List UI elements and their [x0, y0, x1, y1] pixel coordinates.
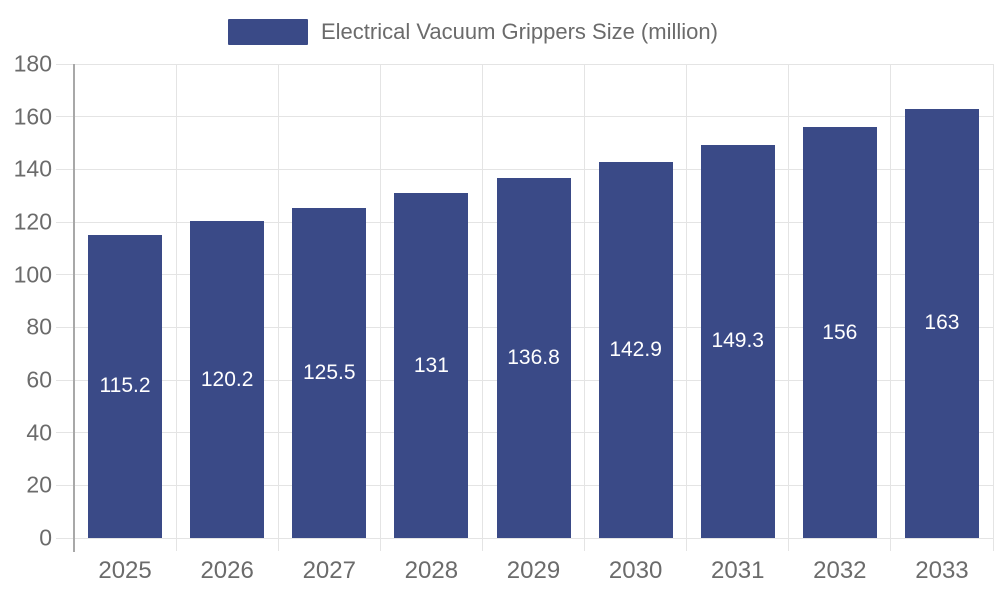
bar-value-label: 125.5: [302, 360, 356, 384]
x-axis-tick-label: 2027: [302, 557, 356, 584]
y-tick: [56, 432, 74, 434]
x-gridline: [584, 64, 586, 551]
y-tick: [56, 326, 74, 328]
legend-label: Electrical Vacuum Grippers Size (million…: [321, 19, 718, 44]
x-gridline: [686, 64, 688, 551]
bar-2025[interactable]: 115.2: [88, 234, 163, 538]
x-gridline: [890, 64, 892, 551]
x-gridline: [379, 64, 381, 551]
bar-value-label: 120.2: [200, 367, 254, 391]
y-axis-tick-label: 80: [26, 313, 52, 340]
bar-2026[interactable]: 120.2: [190, 221, 265, 538]
x-gridline: [277, 64, 279, 551]
y-tick: [56, 168, 74, 170]
y-axis-tick-label: 100: [13, 261, 52, 288]
legend-swatch: [228, 19, 308, 45]
y-tick: [56, 221, 74, 223]
y-tick: [56, 274, 74, 276]
bar-value-label: 136.8: [507, 345, 560, 369]
y-gridline: [74, 116, 993, 118]
bar-2027[interactable]: 125.5: [292, 207, 367, 538]
bar-2032[interactable]: 156: [802, 127, 877, 538]
x-axis-tick-label: 2025: [98, 557, 152, 584]
x-axis-tick-label: 2033: [915, 557, 969, 584]
x-gridline: [481, 64, 483, 551]
y-tick: [56, 116, 74, 118]
x-gridline: [175, 64, 177, 551]
x-axis-tick-label: 2030: [608, 557, 663, 584]
y-axis-tick-label: 0: [39, 524, 52, 551]
bar-2033[interactable]: 163: [904, 108, 979, 538]
x-axis-tick-label: 2031: [711, 557, 765, 584]
y-axis-tick-label: 20: [26, 471, 52, 498]
y-tick: [56, 379, 74, 381]
bar-value-label: 115.2: [99, 374, 151, 398]
y-axis-tick-label: 40: [26, 419, 52, 446]
y-gridline: [74, 63, 993, 65]
bar-value-label: 156: [822, 320, 858, 344]
y-axis-tick-label: 180: [13, 50, 52, 77]
y-tick: [56, 63, 74, 65]
y-axis-tick-label: 120: [13, 208, 52, 235]
y-axis-tick-label: 60: [26, 366, 52, 393]
x-axis-tick-label: 2029: [506, 557, 561, 584]
x-axis-tick-label: 2032: [813, 557, 867, 584]
y-axis-line: [73, 64, 75, 552]
x-axis-tick-label: 2026: [200, 557, 254, 584]
y-axis-tick-label: 140: [13, 155, 52, 182]
y-tick: [56, 537, 74, 539]
bar-2031[interactable]: 149.3: [700, 144, 775, 538]
bar-value-label: 131: [413, 353, 449, 377]
bar-value-label: 149.3: [711, 329, 764, 353]
legend[interactable]: Electrical Vacuum Grippers Size (million…: [228, 17, 718, 47]
x-gridline: [788, 64, 790, 551]
y-gridline: [74, 537, 993, 539]
x-axis-tick-label: 2028: [404, 557, 459, 584]
x-gridline: [992, 64, 994, 551]
bar-2028[interactable]: 131: [394, 193, 469, 538]
bar-value-label: 163: [924, 311, 960, 335]
y-tick: [56, 484, 74, 486]
bar-value-label: 142.9: [609, 337, 662, 361]
y-axis-tick-label: 160: [13, 103, 52, 130]
y-gridline: [74, 168, 993, 170]
bar-2029[interactable]: 136.8: [496, 177, 571, 538]
plot-area: 0 20 40 60 80 100 120 140 160 180 115.2 2025 120.2 20…: [14, 51, 994, 584]
bar-2030[interactable]: 142.9: [598, 161, 673, 538]
